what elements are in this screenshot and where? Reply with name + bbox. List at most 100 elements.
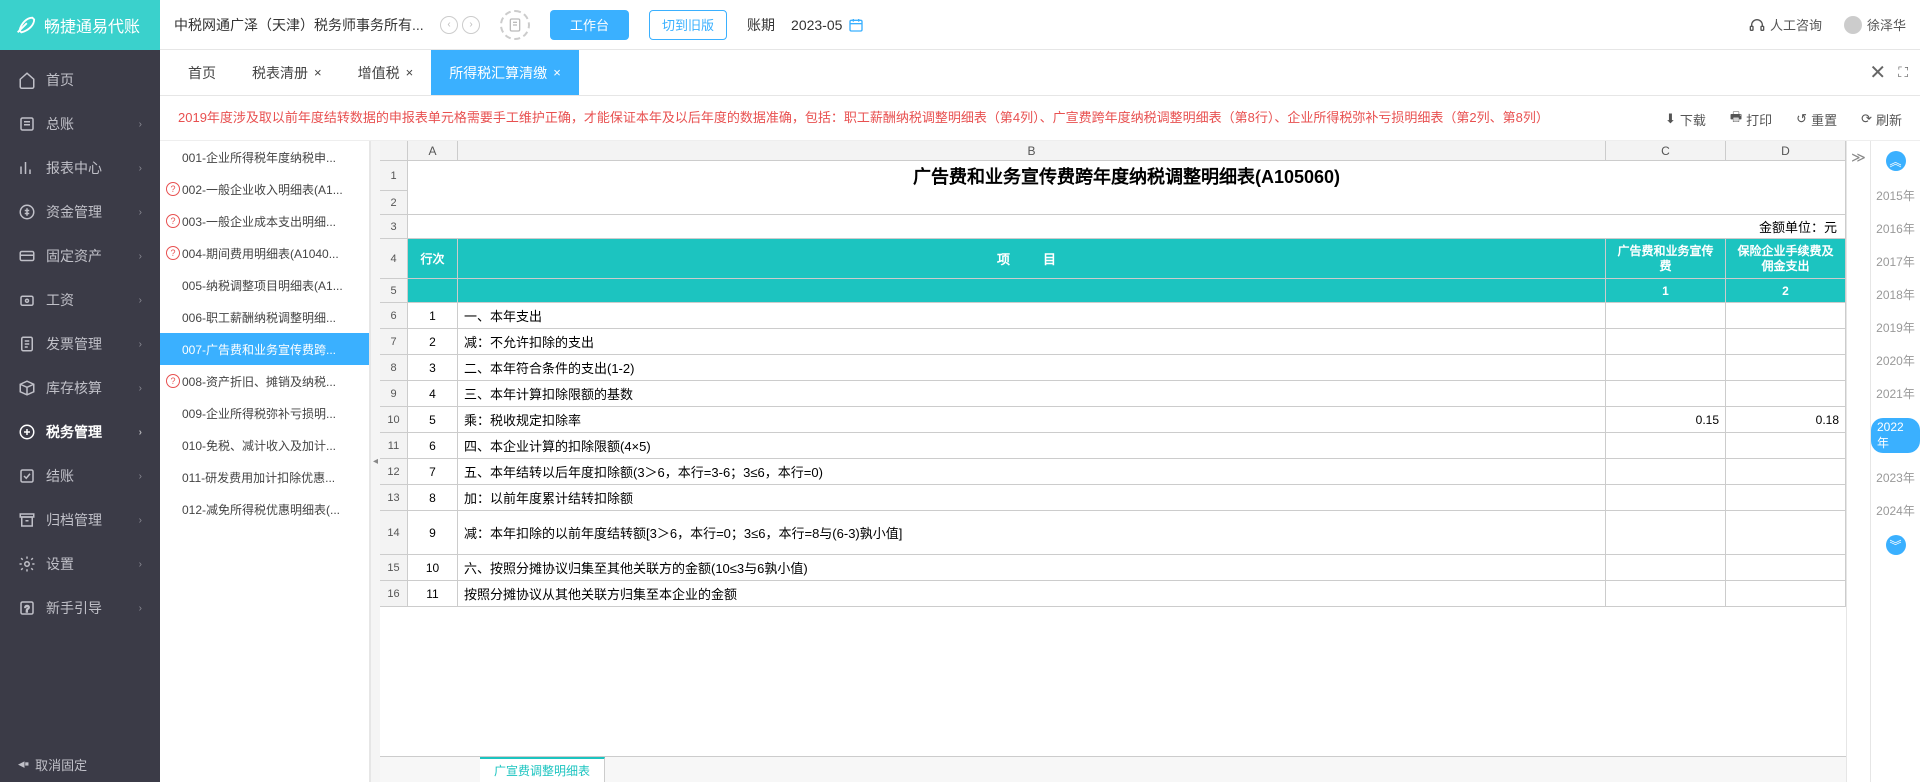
form-list-item[interactable]: 002-一般企业收入明细表(A1... — [160, 173, 369, 205]
cell-value-c[interactable] — [1606, 581, 1726, 607]
row-header[interactable]: 10 — [380, 407, 408, 433]
sidebar-item-salary[interactable]: 工资› — [0, 278, 160, 322]
cell-value-c[interactable] — [1606, 433, 1726, 459]
cell-seq[interactable]: 6 — [408, 433, 458, 459]
refresh-button[interactable]: ⟳刷新 — [1861, 110, 1902, 129]
cell-item[interactable]: 加：以前年度累计结转扣除额 — [458, 485, 1606, 511]
cell-item[interactable]: 六、按照分摊协议归集至其他关联方的金额(10≤3与6孰小值) — [458, 555, 1606, 581]
sheet-tab[interactable]: 广宣费调整明细表 — [480, 757, 605, 782]
page-tab[interactable]: 所得税汇算清缴× — [431, 50, 579, 95]
cell-item[interactable]: 乘：税收规定扣除率 — [458, 407, 1606, 433]
cell-value-d[interactable] — [1726, 485, 1846, 511]
page-tab[interactable]: 税表清册× — [234, 50, 340, 95]
row-header[interactable]: 15 — [380, 555, 408, 581]
cell-seq[interactable]: 4 — [408, 381, 458, 407]
support-link[interactable]: 人工咨询 — [1749, 15, 1822, 34]
sidebar-item-close[interactable]: 结账› — [0, 454, 160, 498]
close-tab-icon[interactable]: × — [314, 65, 322, 80]
form-list-item[interactable]: 009-企业所得税弥补亏损明... — [160, 397, 369, 429]
cell-value-c[interactable] — [1606, 381, 1726, 407]
cell-value-d[interactable] — [1726, 511, 1846, 555]
cell-seq[interactable]: 11 — [408, 581, 458, 607]
year-item[interactable]: 2015年 — [1876, 187, 1915, 204]
cell-value-c[interactable] — [1606, 485, 1726, 511]
row-header[interactable]: 8 — [380, 355, 408, 381]
sidebar-item-home[interactable]: 首页 — [0, 58, 160, 102]
year-item[interactable]: 2018年 — [1876, 286, 1915, 303]
cell-seq[interactable]: 3 — [408, 355, 458, 381]
prev-company-button[interactable]: ‹ — [440, 16, 458, 34]
form-list-item[interactable]: 010-免税、减计收入及加计... — [160, 429, 369, 461]
sidebar-item-invoice[interactable]: 发票管理› — [0, 322, 160, 366]
reset-button[interactable]: ↺重置 — [1796, 110, 1837, 129]
cell-value-c[interactable] — [1606, 555, 1726, 581]
cell-seq[interactable]: 2 — [408, 329, 458, 355]
sidebar-item-asset[interactable]: 固定资产› — [0, 234, 160, 278]
cell-item[interactable]: 二、本年符合条件的支出(1-2) — [458, 355, 1606, 381]
form-list-item[interactable]: 008-资产折旧、摊销及纳税... — [160, 365, 369, 397]
sidebar-item-stock[interactable]: 库存核算› — [0, 366, 160, 410]
year-item[interactable]: 2021年 — [1876, 385, 1915, 402]
year-item[interactable]: 2019年 — [1876, 319, 1915, 336]
cell-value-d[interactable] — [1726, 303, 1846, 329]
cell-value-c[interactable]: 0.15 — [1606, 407, 1726, 433]
user-menu[interactable]: 徐泽华 — [1844, 15, 1906, 34]
sidebar-item-fund[interactable]: 资金管理› — [0, 190, 160, 234]
cell-value-d[interactable]: 0.18 — [1726, 407, 1846, 433]
cell-value-c[interactable] — [1606, 329, 1726, 355]
year-item[interactable]: 2024年 — [1876, 502, 1915, 519]
row-header[interactable]: 2 — [380, 191, 408, 215]
cell-seq[interactable]: 9 — [408, 511, 458, 555]
cell-item[interactable]: 五、本年结转以后年度扣除额(3＞6，本行=3-6；3≤6，本行=0) — [458, 459, 1606, 485]
cell-seq[interactable]: 7 — [408, 459, 458, 485]
cell-value-d[interactable] — [1726, 581, 1846, 607]
row-header[interactable]: 7 — [380, 329, 408, 355]
cell-item[interactable]: 减：本年扣除的以前年度结转额[3＞6，本行=0；3≤6，本行=8与(6-3)孰小… — [458, 511, 1606, 555]
cell-value-d[interactable] — [1726, 555, 1846, 581]
sidebar-item-ledger[interactable]: 总账› — [0, 102, 160, 146]
page-tab[interactable]: 增值税× — [340, 50, 432, 95]
form-list-item[interactable]: 003-一般企业成本支出明细... — [160, 205, 369, 237]
form-list-item[interactable]: 004-期间费用明细表(A1040... — [160, 237, 369, 269]
cell-value-d[interactable] — [1726, 329, 1846, 355]
cell-value-c[interactable] — [1606, 511, 1726, 555]
print-button[interactable]: 🖶打印 — [1730, 108, 1772, 130]
sidebar-item-archive[interactable]: 归档管理› — [0, 498, 160, 542]
sidebar-item-tax[interactable]: 税务管理› — [0, 410, 160, 454]
period-picker[interactable]: 2023-05 — [791, 17, 864, 33]
cell-value-c[interactable] — [1606, 355, 1726, 381]
col-header-A[interactable]: A — [408, 141, 458, 160]
page-tab[interactable]: 首页 — [170, 50, 234, 95]
download-button[interactable]: ⬇下载 — [1665, 110, 1706, 129]
col-header-C[interactable]: C — [1606, 141, 1726, 160]
cell-value-d[interactable] — [1726, 355, 1846, 381]
row-header[interactable]: 4 — [380, 239, 408, 279]
row-header[interactable]: 5 — [380, 279, 408, 303]
sidebar-unpin[interactable]: ◂▪取消固定 — [0, 746, 160, 782]
year-item[interactable]: 2017年 — [1876, 253, 1915, 270]
switch-old-button[interactable]: 切到旧版 — [649, 10, 727, 40]
year-item[interactable]: 2023年 — [1876, 469, 1915, 486]
cell-seq[interactable]: 1 — [408, 303, 458, 329]
cell-value-d[interactable] — [1726, 381, 1846, 407]
cell-value-c[interactable] — [1606, 303, 1726, 329]
year-item[interactable]: 2016年 — [1876, 220, 1915, 237]
form-list-item[interactable]: 007-广告费和业务宣传费跨... — [160, 333, 369, 365]
row-header[interactable]: 11 — [380, 433, 408, 459]
sidebar-item-guide[interactable]: ?新手引导› — [0, 586, 160, 630]
close-tab-icon[interactable]: × — [553, 65, 561, 80]
doc-icon[interactable] — [500, 10, 530, 40]
sidebar-item-report[interactable]: 报表中心› — [0, 146, 160, 190]
expand-button[interactable]: ⛶ — [1898, 64, 1908, 81]
row-header[interactable]: 9 — [380, 381, 408, 407]
next-company-button[interactable]: › — [462, 16, 480, 34]
col-header-B[interactable]: B — [458, 141, 1606, 160]
close-all-tabs-button[interactable]: ✕ — [1869, 60, 1886, 85]
form-list-item[interactable]: 005-纳税调整项目明细表(A1... — [160, 269, 369, 301]
workbench-button[interactable]: 工作台 — [550, 10, 629, 40]
cell-seq[interactable]: 8 — [408, 485, 458, 511]
row-header[interactable]: 3 — [380, 215, 408, 239]
cell-item[interactable]: 按照分摊协议从其他关联方归集至本企业的金额 — [458, 581, 1606, 607]
cell-seq[interactable]: 10 — [408, 555, 458, 581]
cell-value-d[interactable] — [1726, 459, 1846, 485]
